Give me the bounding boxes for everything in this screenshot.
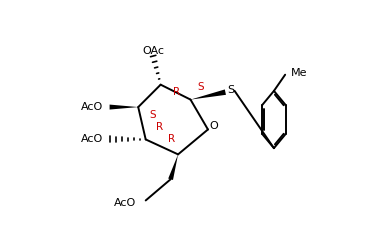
Text: AcO: AcO	[113, 198, 136, 208]
Text: R: R	[156, 122, 163, 132]
Text: Me: Me	[291, 68, 308, 78]
Text: R: R	[168, 134, 176, 144]
Text: O: O	[210, 121, 219, 131]
Text: OAc: OAc	[142, 46, 164, 56]
Polygon shape	[109, 105, 138, 110]
Polygon shape	[168, 154, 178, 180]
Polygon shape	[190, 89, 226, 100]
Text: S: S	[228, 85, 235, 95]
Text: S: S	[197, 82, 204, 92]
Text: AcO: AcO	[81, 102, 103, 112]
Text: S: S	[150, 110, 156, 120]
Text: AcO: AcO	[81, 134, 103, 144]
Text: R: R	[173, 87, 180, 97]
